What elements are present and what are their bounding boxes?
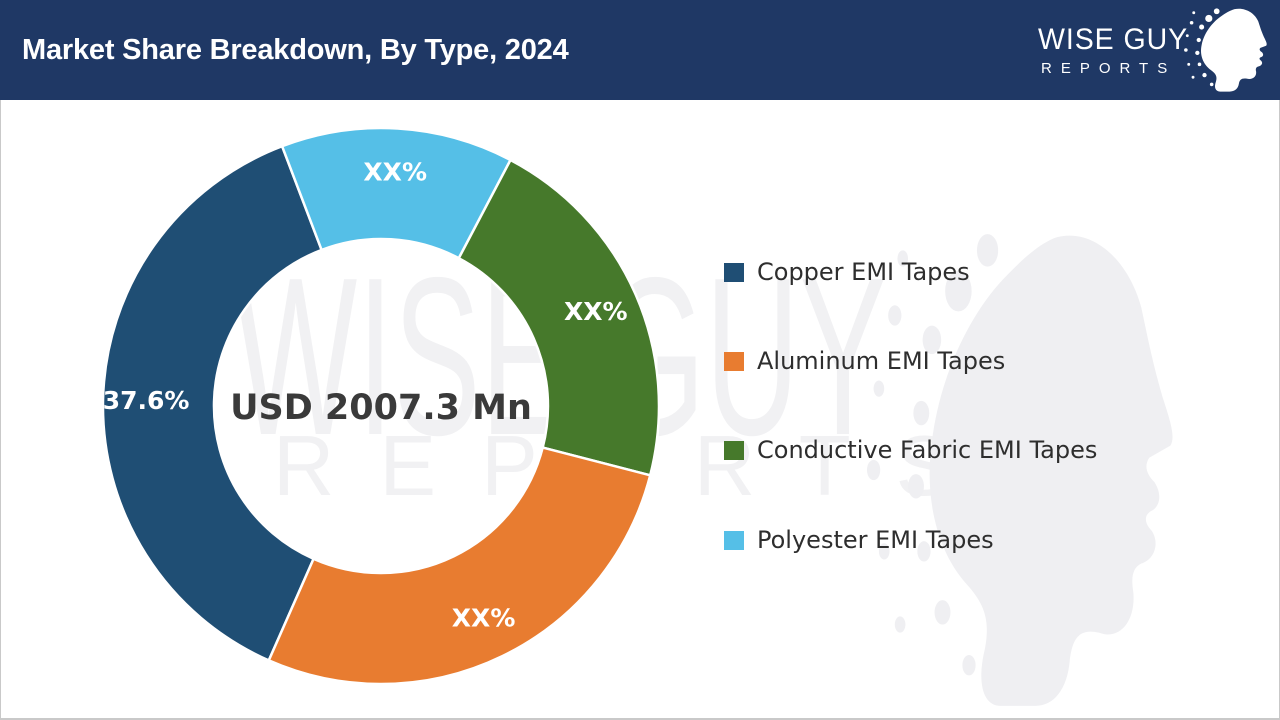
logo-wordmark: WISE GUY <box>1037 23 1189 56</box>
slice-label: XX% <box>363 157 427 186</box>
chart-legend: Copper EMI Tapes Aluminum EMI Tapes Conduc… <box>724 100 1264 720</box>
legend-swatch <box>724 351 744 371</box>
wiseguy-logo: WISE GUY REPORTS <box>1038 7 1270 93</box>
page-title: Market Share Breakdown, By Type, 2024 <box>22 33 569 66</box>
legend-swatch <box>724 262 744 282</box>
head-silhouette-icon <box>1184 8 1267 92</box>
legend-item-copper-emi-tapes: Copper EMI Tapes <box>724 256 970 288</box>
logo-text: WISE GUY REPORTS <box>1038 23 1196 77</box>
donut-slice-aluminum-emi-tapes <box>267 446 652 686</box>
logo-subtitle: REPORTS <box>1040 60 1177 77</box>
legend-label: Aluminum EMI Tapes <box>757 347 1006 375</box>
donut-slice-copper-emi-tapes <box>101 144 323 662</box>
legend-label: Conductive Fabric EMI Tapes <box>757 436 1098 464</box>
legend-item-polyester-emi-tapes: Polyester EMI Tapes <box>724 524 994 556</box>
legend-item-conductive-fabric-emi-tapes: Conductive Fabric EMI Tapes <box>724 434 1097 466</box>
legend-swatch <box>724 440 744 460</box>
chart-area: WISE GUY REPORTS 37.6%XX%XX%XX%USD 2007.… <box>0 100 1280 720</box>
slice-label: 37.6% <box>103 386 190 415</box>
legend-item-aluminum-emi-tapes: Aluminum EMI Tapes <box>724 345 1005 377</box>
donut-chart: 37.6% XX% XX% XX% USD 2007.3 Mn <box>101 126 661 686</box>
legend-label: Polyester EMI Tapes <box>757 526 994 554</box>
legend-label: Copper EMI Tapes <box>757 258 970 286</box>
donut-slice-conductive-fabric-emi-tapes <box>457 158 661 477</box>
slice-label: XX% <box>564 297 628 326</box>
donut-center-value: USD 2007.3 Mn <box>230 388 532 428</box>
slice-label: XX% <box>452 603 516 632</box>
legend-swatch <box>724 530 744 550</box>
header: Market Share Breakdown, By Type, 2024 WI… <box>0 0 1280 100</box>
